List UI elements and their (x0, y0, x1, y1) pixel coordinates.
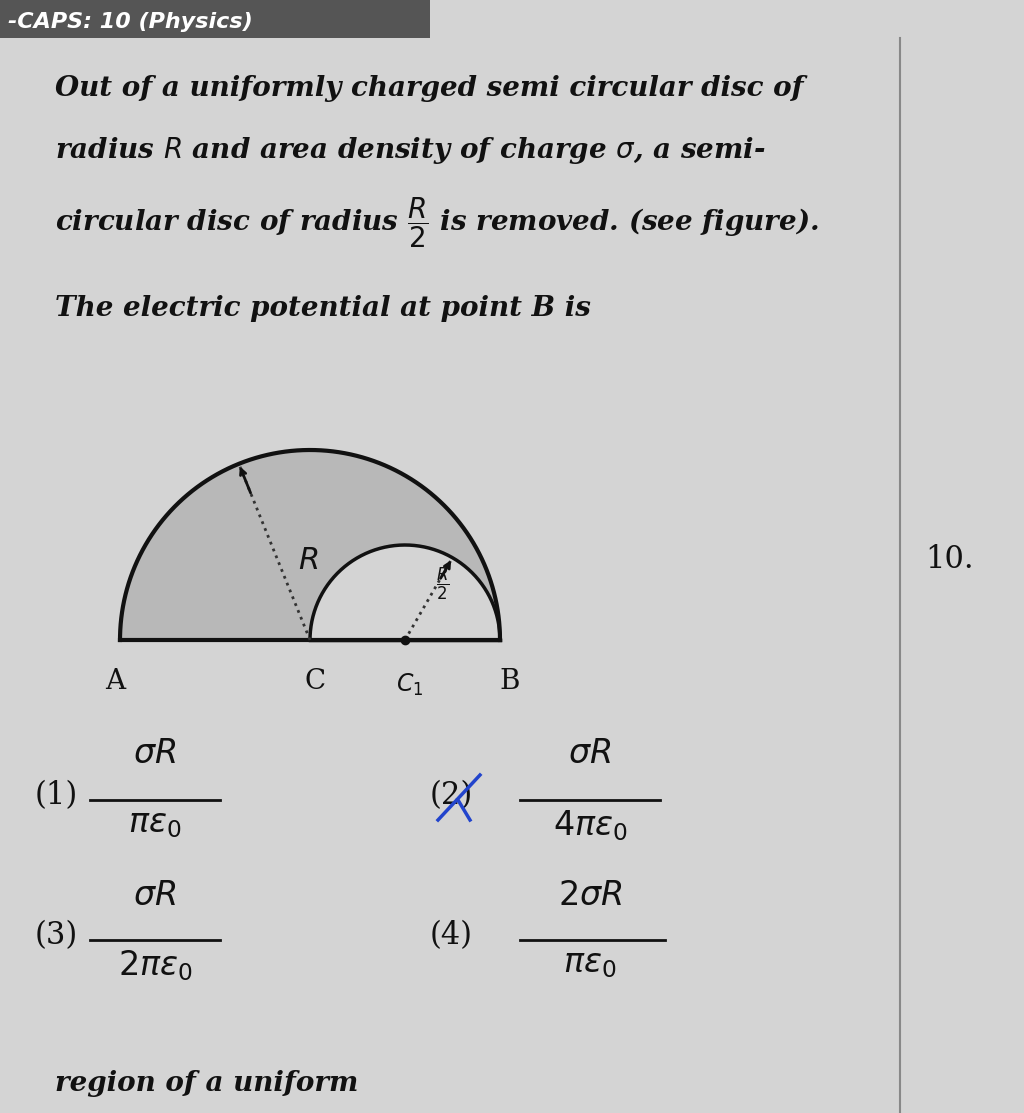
Text: $\sigma R$: $\sigma R$ (568, 738, 611, 770)
Polygon shape (310, 545, 500, 640)
Text: $\sigma R$: $\sigma R$ (133, 880, 176, 912)
Text: $C_1$: $C_1$ (396, 672, 424, 698)
Text: (3): (3) (35, 920, 78, 951)
Bar (0, 0, 430, 38)
Text: $4\pi\varepsilon_0$: $4\pi\varepsilon_0$ (553, 808, 628, 843)
Text: B: B (500, 668, 520, 695)
Text: 10.: 10. (926, 544, 974, 575)
Text: $\sigma R$: $\sigma R$ (133, 738, 176, 770)
Polygon shape (120, 450, 500, 640)
Text: $\pi\varepsilon_0$: $\pi\varepsilon_0$ (563, 948, 616, 981)
Text: circular disc of radius $\dfrac{R}{2}$ is removed. (see figure).: circular disc of radius $\dfrac{R}{2}$ i… (55, 195, 819, 249)
Text: Out of a uniformly charged semi circular disc of: Out of a uniformly charged semi circular… (55, 75, 804, 102)
Text: -CAPS: 10 (Physics): -CAPS: 10 (Physics) (8, 12, 253, 32)
Text: $2\sigma R$: $2\sigma R$ (558, 880, 623, 912)
Text: (4): (4) (430, 920, 473, 951)
Text: $\pi\varepsilon_0$: $\pi\varepsilon_0$ (128, 808, 181, 840)
Text: $\frac{R}{2}$: $\frac{R}{2}$ (436, 567, 450, 603)
Text: $2\pi\varepsilon_0$: $2\pi\varepsilon_0$ (118, 948, 193, 983)
Text: The electric potential at point B is: The electric potential at point B is (55, 295, 591, 322)
Text: region of a uniform: region of a uniform (55, 1070, 358, 1097)
Text: radius $\it{R}$ and area density of charge $\sigma$, a semi-: radius $\it{R}$ and area density of char… (55, 135, 766, 166)
Text: (1): (1) (35, 780, 78, 811)
Text: $R$: $R$ (298, 545, 318, 577)
Text: A: A (104, 668, 125, 695)
Text: C: C (304, 668, 326, 695)
Text: (2): (2) (430, 780, 473, 811)
